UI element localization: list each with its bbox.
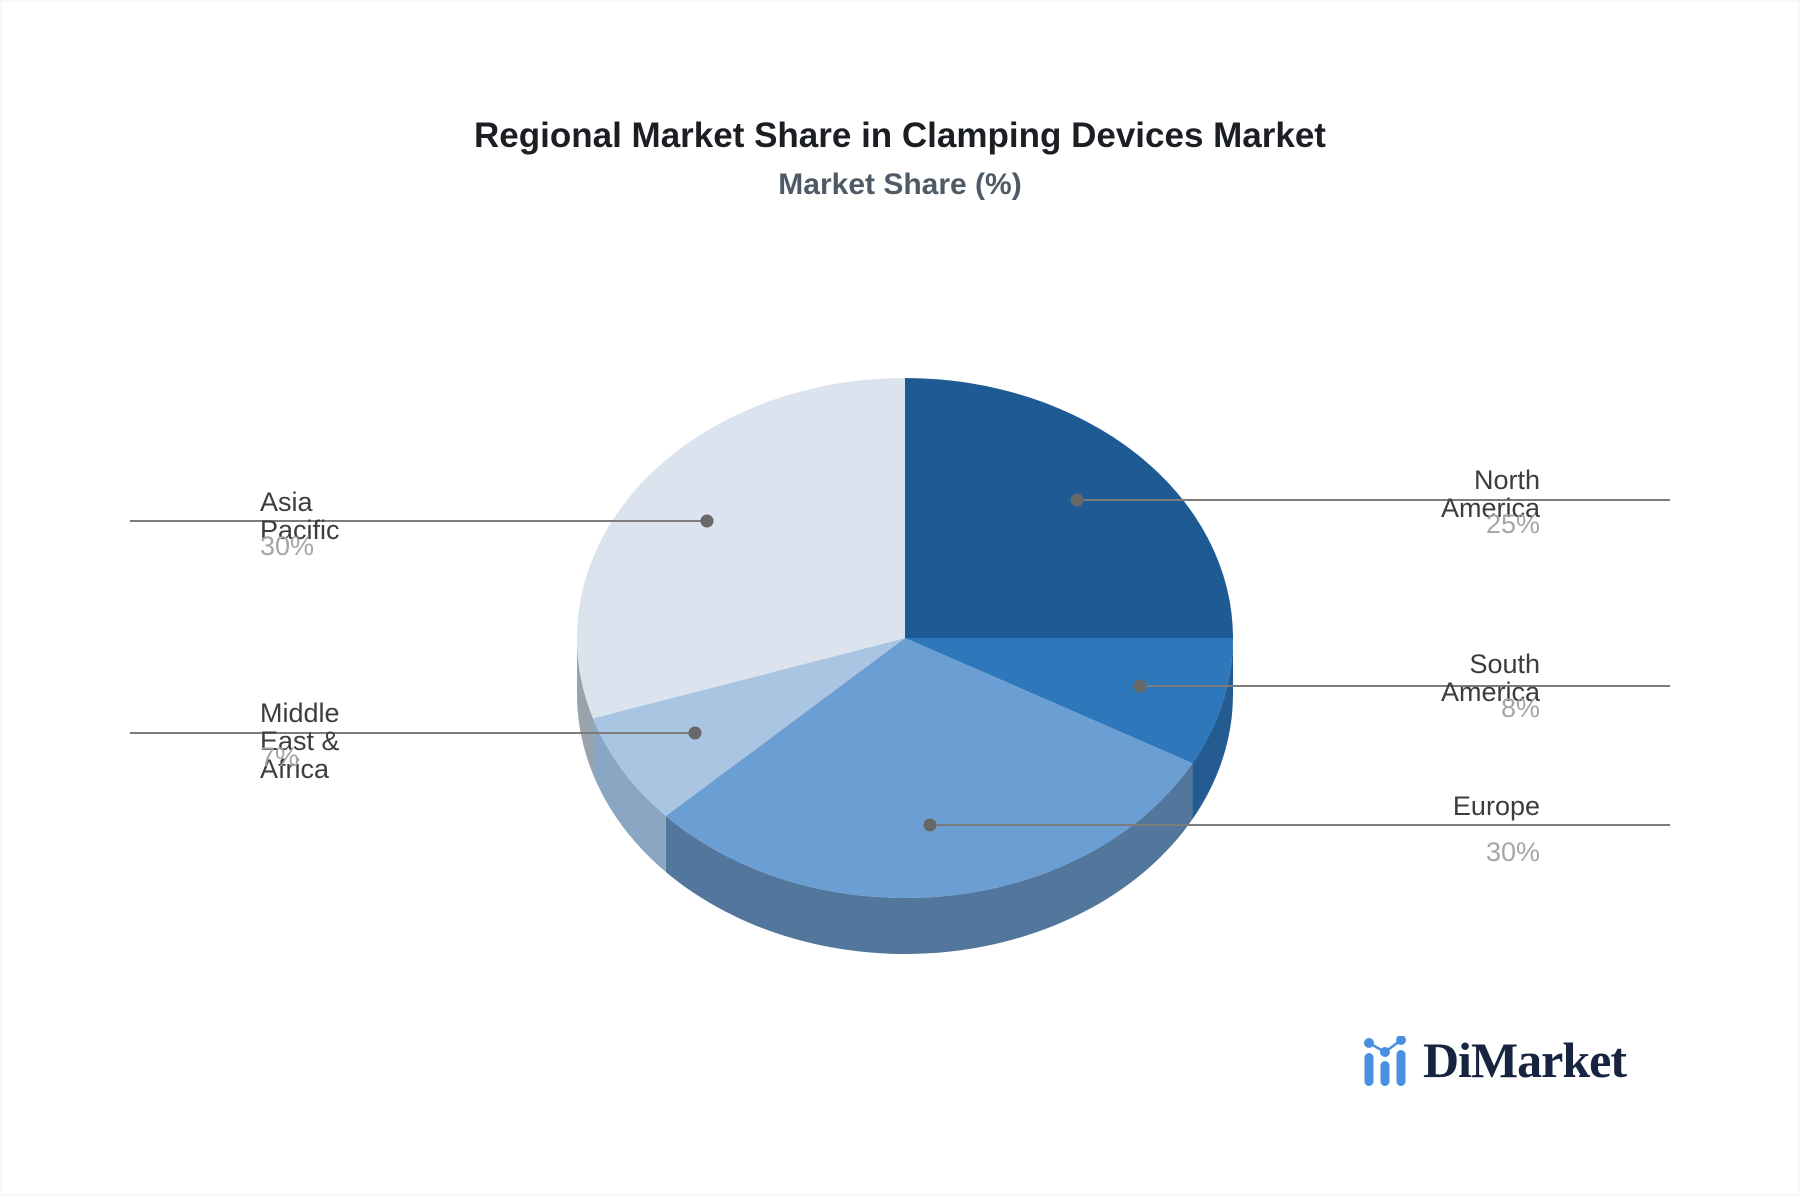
leader-dot: [1133, 679, 1147, 693]
slice-percent: 8%: [1500, 693, 1540, 723]
pie-slice-middle-east-africa: [593, 638, 905, 816]
pie-slice-asia-pacific: [576, 378, 905, 719]
pie-slice-side: [1192, 638, 1233, 820]
logo-text: DiMarket: [1422, 1032, 1627, 1088]
pie-slice-north-america: [905, 378, 1233, 638]
slice-percent: 25%: [1485, 509, 1540, 539]
chart-title: Regional Market Share in Clamping Device…: [474, 116, 1326, 155]
dimarket-logo: DiMarket: [1363, 1032, 1627, 1088]
leader-dot: [688, 726, 702, 740]
slice-percent: 30%: [1485, 837, 1540, 867]
pie-slice-side: [593, 718, 666, 872]
slice-name: Europe: [1452, 791, 1540, 821]
pie-slice-europe: [665, 638, 1193, 898]
pie-slice-south-america: [905, 638, 1233, 764]
chart-subtitle: Market Share (%): [778, 168, 1022, 201]
bar-chart-trend-icon: [1363, 1036, 1406, 1086]
slice-percent: 7%: [260, 742, 300, 772]
slice-percent: 30%: [260, 531, 315, 561]
slice-name: Asia Pacific: [260, 487, 340, 545]
leader-dot: [1070, 493, 1084, 507]
slice-name: North America: [1440, 465, 1541, 523]
leader-dot: [923, 818, 937, 832]
slice-name: Middle East & Africa: [260, 698, 340, 784]
pie-slice-side: [577, 638, 594, 775]
slice-name: South America: [1440, 649, 1541, 707]
pie-slice-side: [665, 763, 1193, 954]
leader-dot: [700, 514, 714, 528]
